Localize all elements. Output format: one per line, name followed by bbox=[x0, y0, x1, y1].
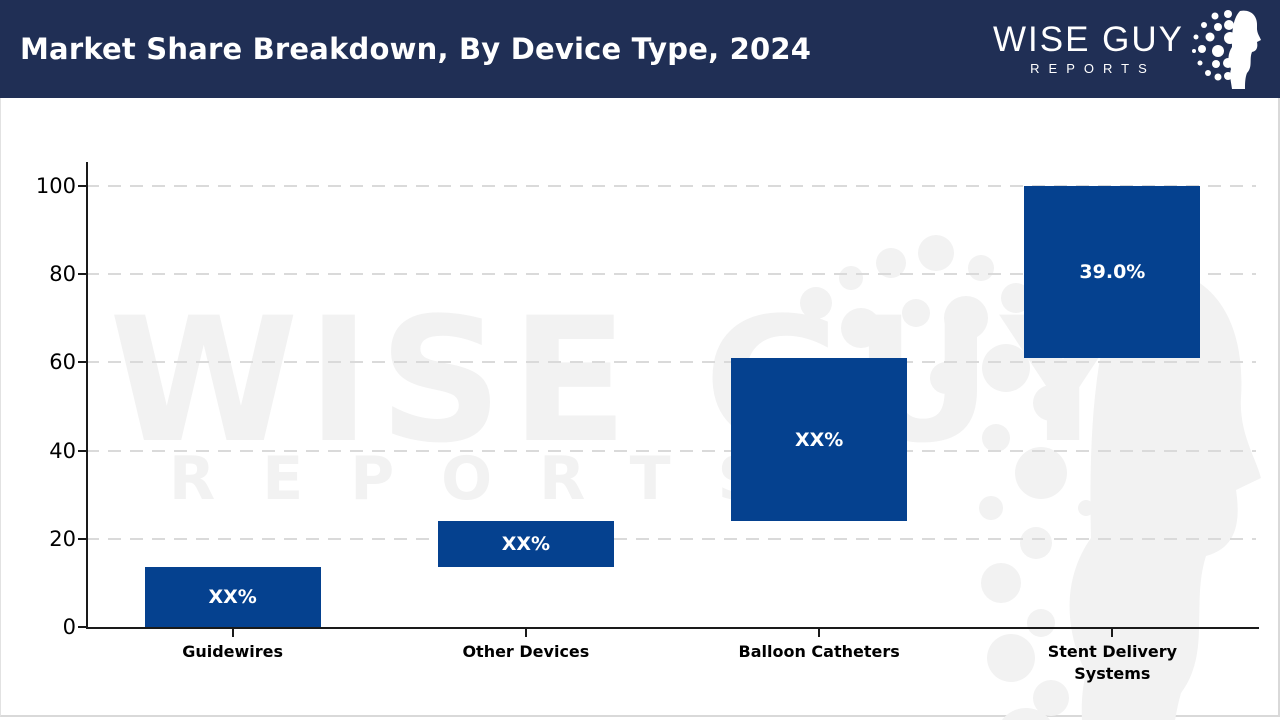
bar-value-label: XX% bbox=[794, 428, 844, 451]
bar-value-label: XX% bbox=[208, 586, 257, 609]
x-tick-label-1: Other Devices bbox=[462, 642, 590, 661]
page-title: Market Share Breakdown, By Device Type, … bbox=[20, 32, 812, 66]
y-tick-0 bbox=[78, 626, 86, 628]
logo-face-icon bbox=[1192, 10, 1261, 89]
y-tick-20 bbox=[78, 537, 86, 540]
x-tick-2 bbox=[818, 629, 821, 637]
logo-text: WISE GUY REPORTS bbox=[993, 22, 1184, 76]
x-tick-0 bbox=[231, 629, 234, 637]
bar-balloon-catheters: XX% bbox=[731, 357, 908, 522]
bar-stent-delivery-systems: 39.0% bbox=[1024, 186, 1201, 358]
x-tick-label-0: Guidewires bbox=[182, 642, 284, 661]
bar-guidewires: XX% bbox=[144, 567, 321, 627]
wiseguy-logo: WISE GUY REPORTS bbox=[993, 7, 1262, 91]
gridline-y40 bbox=[86, 449, 1256, 452]
x-axis-spine bbox=[86, 627, 1259, 629]
y-axis-spine bbox=[86, 162, 88, 629]
y-tick-label-80: 80 bbox=[49, 262, 76, 287]
logo-line2: REPORTS bbox=[1030, 61, 1156, 76]
y-tick-100 bbox=[78, 185, 86, 187]
y-tick-40 bbox=[78, 449, 86, 452]
x-tick-label-3: Stent Delivery Systems bbox=[1047, 642, 1178, 683]
gridline-y80 bbox=[86, 273, 1256, 276]
gridline-y20 bbox=[86, 537, 1256, 540]
gridline-y100 bbox=[86, 185, 1256, 187]
y-tick-label-20: 20 bbox=[49, 526, 76, 551]
x-tick-label-2: Balloon Catheters bbox=[738, 642, 900, 661]
plot-area: 0 20 40 60 80 100 XX% Guidewires XX% Other Device… bbox=[1, 98, 1280, 717]
x-tick-1 bbox=[524, 629, 527, 637]
y-tick-label-0: 0 bbox=[62, 615, 76, 639]
logo-line1: WISE GUY bbox=[992, 20, 1184, 59]
bar-value-label: XX% bbox=[501, 533, 551, 556]
gridline-y60 bbox=[86, 361, 1256, 364]
bar-value-label: 39.0% bbox=[1079, 260, 1146, 283]
y-tick-80 bbox=[78, 273, 86, 276]
y-tick-label-60: 60 bbox=[49, 350, 76, 375]
y-tick-label-40: 40 bbox=[49, 438, 76, 463]
y-tick-label-100: 100 bbox=[35, 174, 76, 198]
chart-card: WISE GUY REPORTS 0 20 40 60 80 100 XX% Guidewir… bbox=[0, 98, 1280, 720]
x-tick-3 bbox=[1111, 629, 1114, 637]
y-tick-60 bbox=[78, 361, 86, 364]
header: Market Share Breakdown, By Device Type, … bbox=[0, 0, 1280, 98]
bar-other-devices: XX% bbox=[437, 521, 614, 568]
